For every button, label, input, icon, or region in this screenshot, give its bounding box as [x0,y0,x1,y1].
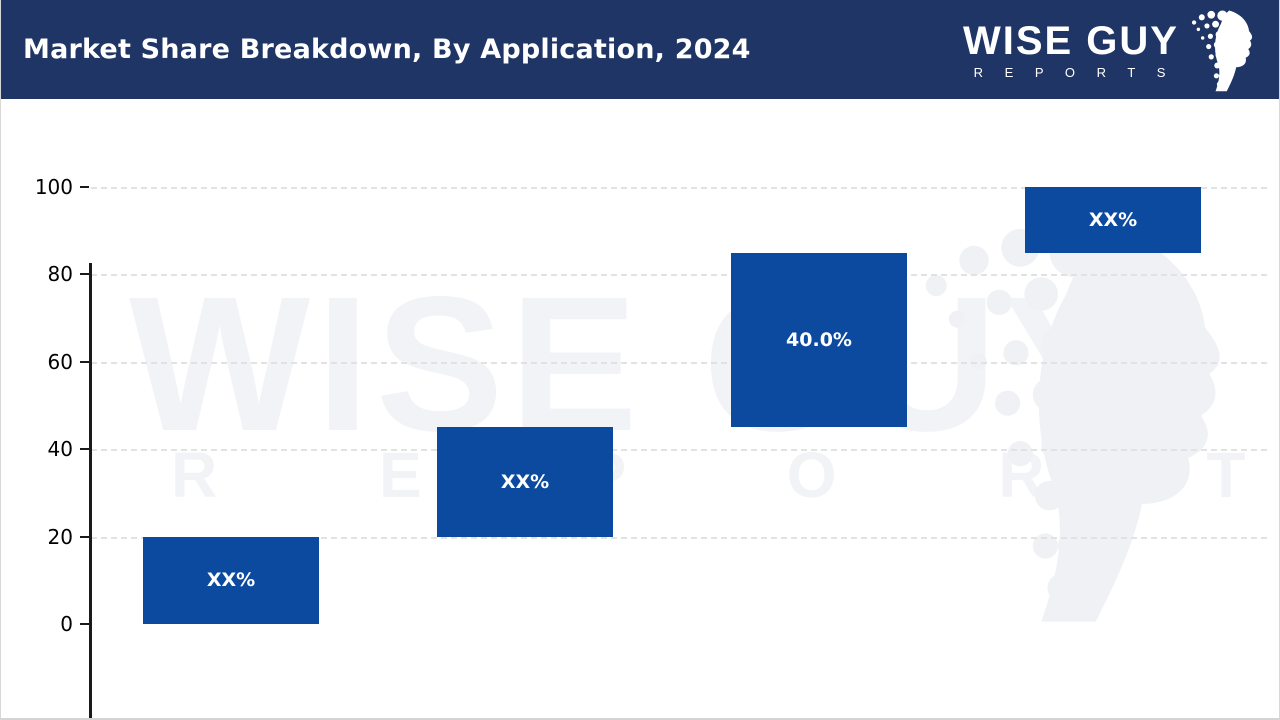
y-tick-label-20: 20 [47,524,73,549]
gridline-100 [91,187,1267,189]
header-bar: Market Share Breakdown, By Application, … [1,0,1279,99]
y-tick-mark-0 [80,623,89,625]
logo-wordmark-block: WISE GUY R E P O R T S [963,21,1179,79]
y-tick-label-60: 60 [47,349,73,374]
bar-value-label: 40.0% [786,328,852,351]
y-tick-label-0: 0 [60,612,73,636]
y-tick-mark-20 [80,535,89,538]
y-tick-mark-100 [80,186,89,188]
bar-nutraceuticals: XX% [437,427,613,537]
y-tick-label-80: 80 [47,262,73,287]
bar-pharmaceuticals: 40.0% [731,252,907,428]
chart-title: Market Share Breakdown, By Application, … [23,34,751,65]
watermark-head-icon [925,226,1220,622]
y-tick-mark-80 [80,273,89,276]
y-axis-line [89,263,92,718]
y-tick-label-40: 40 [47,437,73,462]
gridline-60 [91,361,1267,364]
y-tick-mark-60 [80,360,89,363]
wiseguy-head-icon [1191,9,1253,91]
y-tick-label-100: 100 [34,175,73,199]
gridline-40 [91,449,1267,452]
bar-value-label: XX% [500,470,550,493]
logo-wordmark: WISE GUY [962,18,1179,63]
bar-value-label: XX% [1088,208,1138,231]
bar-value-label: XX% [206,569,256,592]
wiseguy-logo: WISE GUY R E P O R T S [963,7,1255,93]
bar-food-and-beverage: XX% [1025,187,1201,253]
bar-cosmetics: XX% [143,536,319,624]
y-tick-mark-40 [80,448,89,451]
plot-area: 020406080100XX%CosmeticsXX%Nutraceutical… [1,99,1279,718]
gridline-20 [91,536,1267,539]
logo-subtext: R E P O R T S [973,64,1175,80]
gridline-80 [91,274,1267,277]
